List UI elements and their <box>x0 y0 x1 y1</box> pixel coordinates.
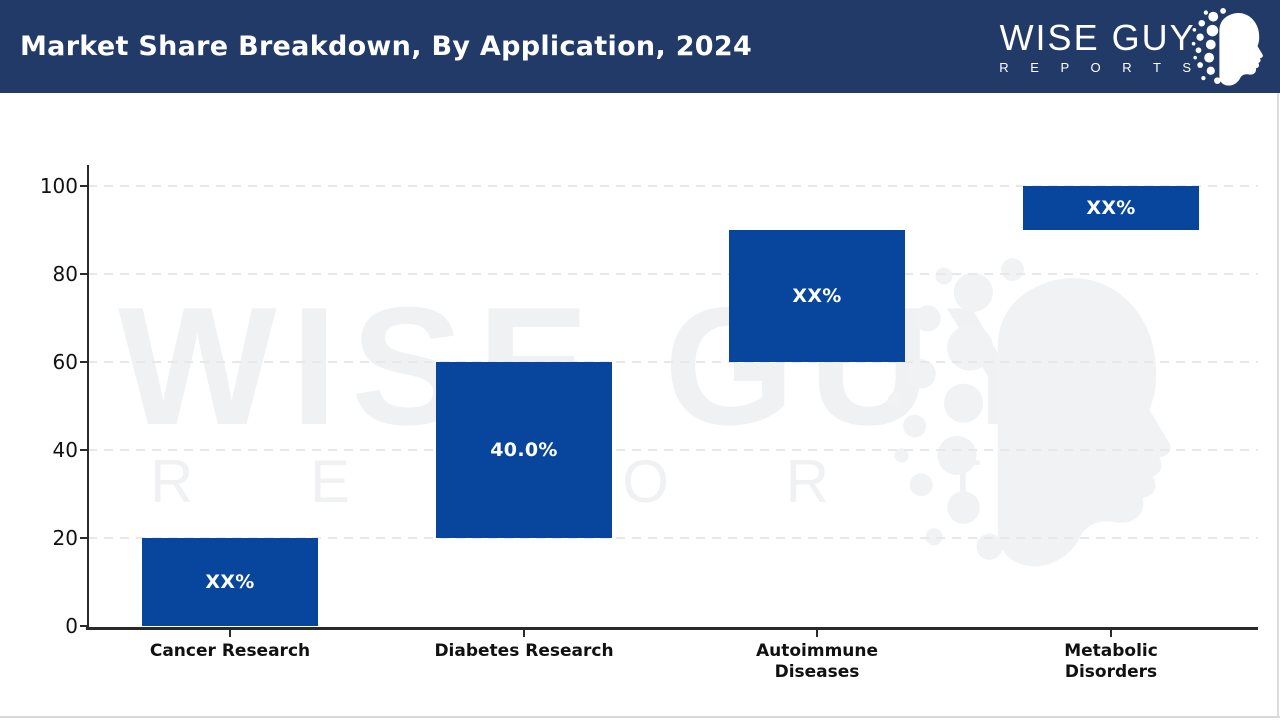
y-axis-tick-mark <box>80 625 88 627</box>
x-axis-category-label: Diabetes Research <box>434 641 614 661</box>
y-axis-tick-label: 0 <box>65 614 78 638</box>
logo-wordmark: WISE GUY <box>999 16 1196 58</box>
bar: XX% <box>1023 186 1199 230</box>
x-axis-tick-mark <box>816 629 818 637</box>
right-border-line <box>1277 93 1279 718</box>
bar: XX% <box>729 230 905 362</box>
plot-area: 0 20 40 60 80 100 XX% 40.0% XX% XX% Cancer Researc… <box>0 93 1280 720</box>
y-axis-line <box>87 165 89 630</box>
x-axis-line <box>86 627 1258 630</box>
y-axis-tick-mark <box>80 361 88 363</box>
y-axis-tick-mark <box>80 537 88 539</box>
bottom-border-line <box>0 716 1280 718</box>
x-axis-category-label: Cancer Research <box>149 641 311 661</box>
bar: XX% <box>142 538 318 626</box>
wise-guy-logo: WISE GUY R E P O R T S <box>995 6 1266 88</box>
gridline <box>88 537 1258 539</box>
x-axis-tick-mark <box>1110 629 1112 637</box>
x-axis-category-label: Autoimmune Diseases <box>755 641 879 682</box>
x-axis-tick-mark <box>523 629 525 637</box>
bar-value-label: XX% <box>792 285 842 307</box>
gridline <box>88 449 1258 451</box>
y-axis-tick-label: 60 <box>52 350 78 374</box>
y-axis-tick-label: 40 <box>52 438 78 462</box>
watermark-head-icon <box>887 258 1171 567</box>
y-axis-tick-mark <box>80 449 88 451</box>
gridline <box>88 273 1258 275</box>
bar: 40.0% <box>436 362 612 538</box>
x-axis-category-label: Metabolic Disorders <box>1064 641 1158 682</box>
y-axis-tick-mark <box>80 273 88 275</box>
page-title: Market Share Breakdown, By Application, … <box>20 31 753 62</box>
y-axis-tick-label: 100 <box>39 174 78 198</box>
gridline <box>88 361 1258 363</box>
logo-text: WISE GUY R E P O R T S <box>995 16 1200 75</box>
bar-value-label: XX% <box>205 571 255 593</box>
bar-value-label: 40.0% <box>490 439 558 461</box>
y-axis-tick-label: 20 <box>52 526 78 550</box>
y-axis-tick-mark <box>80 185 88 187</box>
y-axis-tick-label: 80 <box>52 262 78 286</box>
header-band: Market Share Breakdown, By Application, … <box>0 0 1280 93</box>
x-axis-tick-mark <box>229 629 231 637</box>
gridline <box>88 185 1258 187</box>
bar-value-label: XX% <box>1086 197 1136 219</box>
logo-subtitle: R E P O R T S <box>999 59 1200 75</box>
logo-head-icon <box>1191 7 1263 86</box>
